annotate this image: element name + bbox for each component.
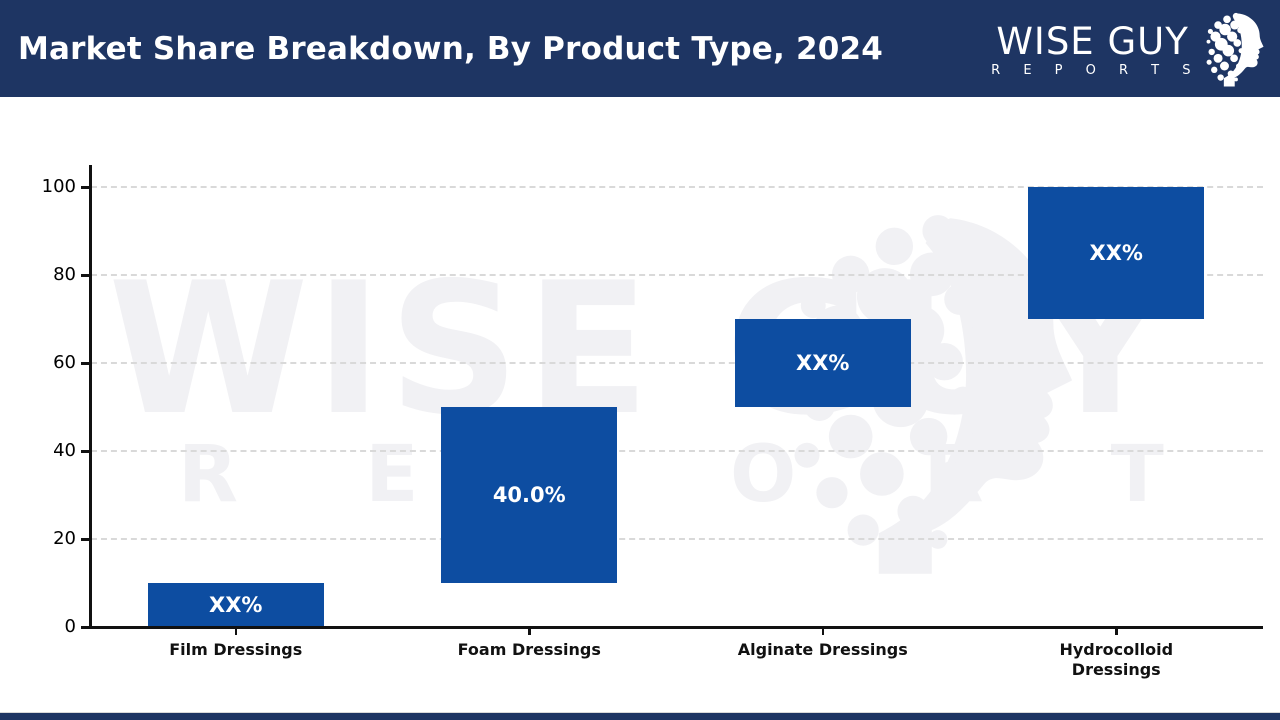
bar: XX% xyxy=(734,319,911,407)
x-axis-tick xyxy=(234,627,237,635)
y-axis-tick xyxy=(81,362,89,365)
footer-divider xyxy=(0,712,1280,713)
y-tick-label: 60 xyxy=(53,352,76,373)
y-tick-label: 20 xyxy=(53,528,76,549)
x-category-label: Foam Dressings xyxy=(457,640,601,659)
x-category-label: Alginate Dressings xyxy=(737,640,908,659)
y-tick-label: 0 xyxy=(64,616,76,637)
gridline xyxy=(91,186,1263,188)
x-axis-line xyxy=(89,626,1263,629)
wise-guy-logo: WISE GUY R E P O R T S xyxy=(985,8,1268,92)
gridline xyxy=(91,450,1263,452)
footer-bar xyxy=(0,713,1280,720)
y-axis-tick xyxy=(81,450,89,453)
x-axis-tick xyxy=(821,627,824,635)
y-tick-label: 100 xyxy=(41,176,76,197)
x-axis-tick xyxy=(528,627,531,635)
x-category-label: Hydrocolloid Dressings xyxy=(1059,640,1174,679)
x-axis-tick xyxy=(1115,627,1118,635)
bar-value-label: XX% xyxy=(209,593,263,617)
bar: XX% xyxy=(147,583,324,627)
y-axis-tick xyxy=(81,274,89,277)
gridline xyxy=(91,538,1263,540)
y-tick-label: 80 xyxy=(53,264,76,285)
bar-value-label: XX% xyxy=(796,351,850,375)
logo-text: WISE GUY R E P O R T S xyxy=(985,19,1200,79)
watermark-reports-text: R E P O R T S xyxy=(178,430,1280,520)
gridline xyxy=(91,274,1263,276)
y-axis-tick xyxy=(81,626,89,629)
logo-wordmark: WISE GUY xyxy=(996,19,1189,63)
header-bar: Market Share Breakdown, By Product Type,… xyxy=(0,0,1280,97)
bar: 40.0% xyxy=(441,407,618,583)
waterfall-chart: 0 20 40 60 80 100 XX% Film Dressings 40.0% Foam D… xyxy=(0,97,1280,720)
logo-head-icon xyxy=(1206,12,1264,87)
page-title: Market Share Breakdown, By Product Type,… xyxy=(18,30,884,67)
y-tick-label: 40 xyxy=(53,440,76,461)
logo-reports-label: R E P O R T S xyxy=(991,62,1200,78)
bar-value-label: XX% xyxy=(1089,241,1143,265)
x-category-label: Film Dressings xyxy=(169,640,303,659)
y-axis-tick xyxy=(81,538,89,541)
bar: XX% xyxy=(1028,187,1205,319)
y-axis-tick xyxy=(81,186,89,189)
gridline xyxy=(91,362,1263,364)
bar-value-label: 40.0% xyxy=(492,483,566,507)
y-axis-line xyxy=(89,165,92,629)
